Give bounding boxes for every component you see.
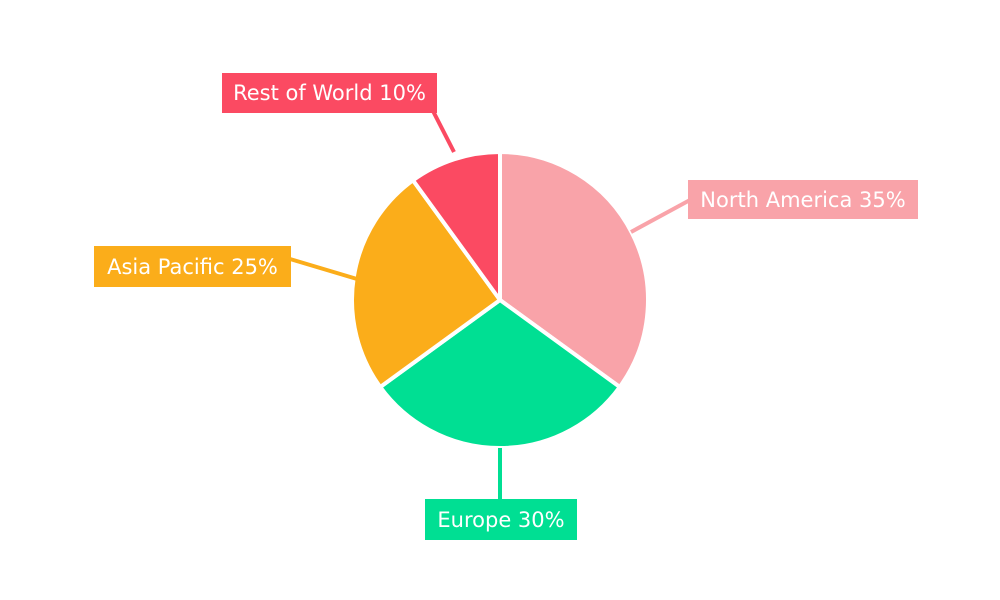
pie-label-rest-of-world: Rest of World 10% [222,73,437,113]
leader-line-rest-of-world [431,110,456,153]
pie-slice-europe [378,298,622,450]
leader-line-north-america [630,198,691,234]
pie-slice-rest-of-world [411,150,502,302]
pie-label-asia-pacific: Asia Pacific 25% [94,246,291,287]
pie-label-north-america: North America 35% [688,180,918,219]
leader-line-asia-pacific [289,257,358,281]
pie-label-europe: Europe 30% [425,499,577,540]
